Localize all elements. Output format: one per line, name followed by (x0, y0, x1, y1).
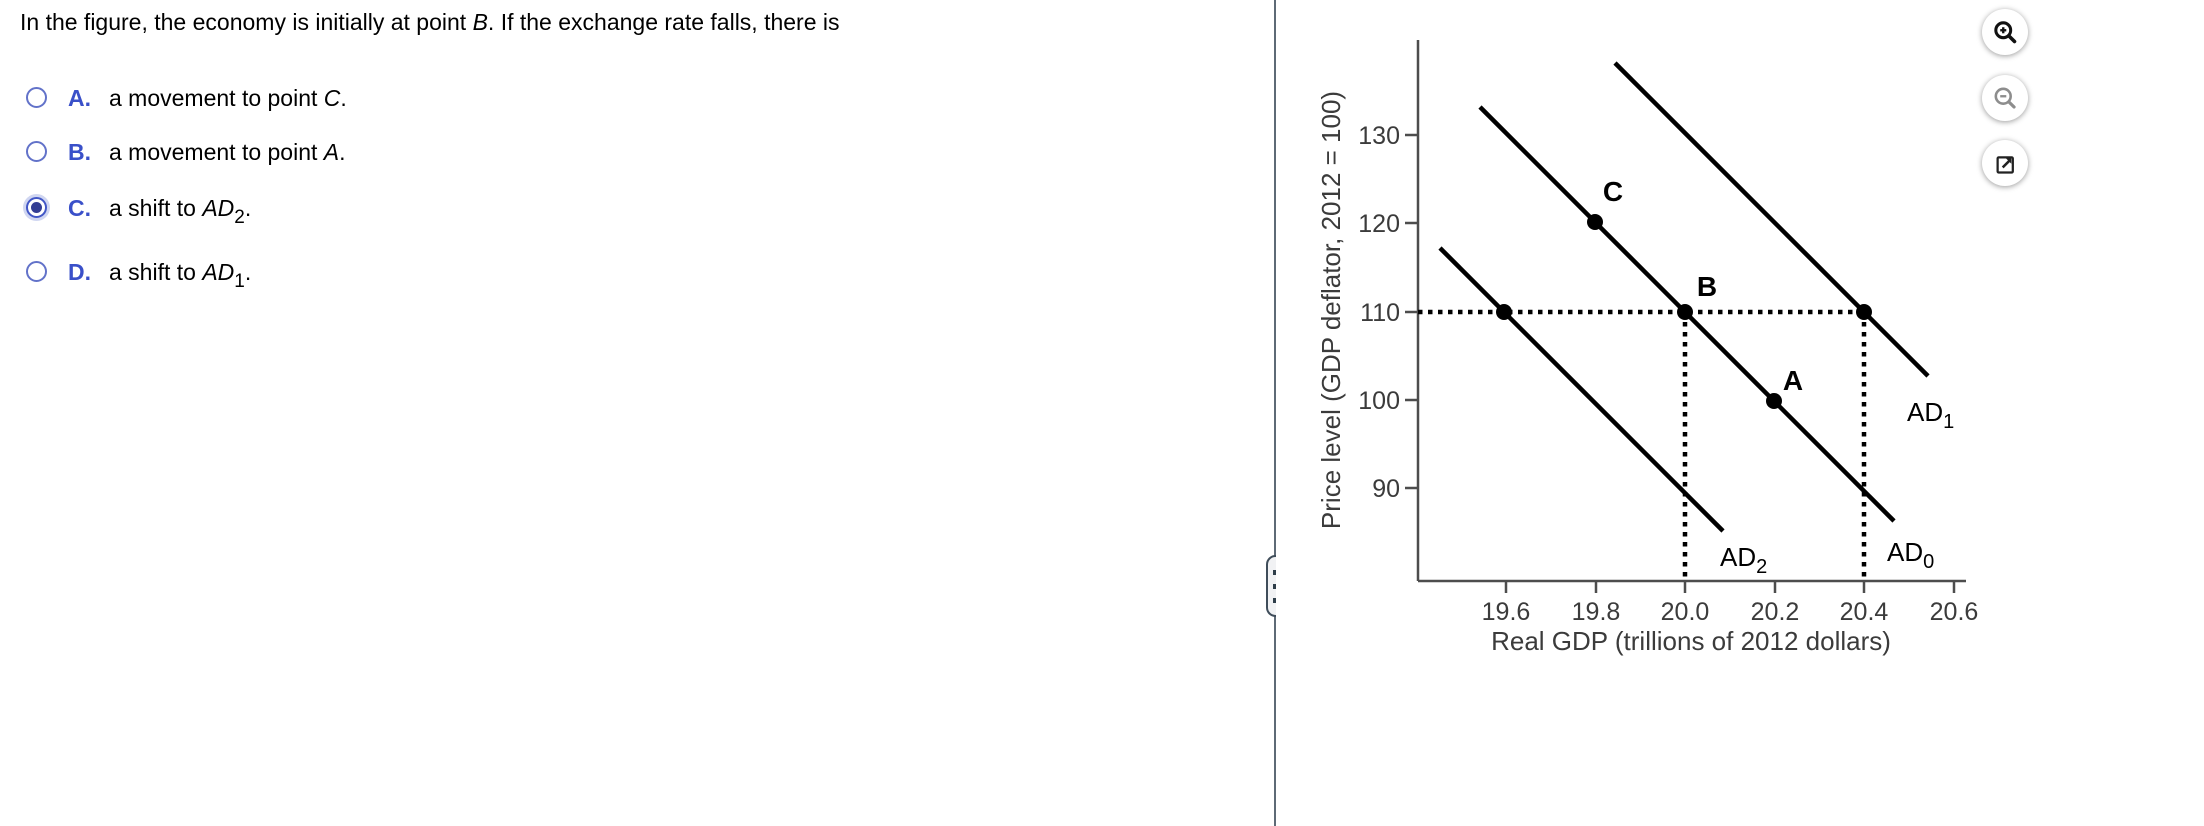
option-d-subscript: 1 (234, 271, 245, 292)
x-axis-ticks (1504, 581, 1956, 593)
option-a-prefix: a movement to point (109, 85, 324, 111)
option-c-subscript: 2 (234, 207, 245, 228)
radio-option-b[interactable] (26, 141, 47, 162)
y-tick-100: 100 (1358, 387, 1400, 415)
x-tick-19-8: 19.8 (1572, 598, 1621, 626)
radio-option-d[interactable] (26, 261, 47, 282)
ad1-curve (1613, 61, 1930, 378)
option-c-suffix: . (244, 195, 252, 221)
option-d-prefix: a shift to (109, 259, 203, 285)
ad2-label-main: AD (1720, 542, 1756, 572)
point-on-ad1-dot (1856, 304, 1872, 320)
point-c-label: C (1603, 176, 1623, 207)
option-text-a: a movement to point C. (109, 84, 347, 112)
option-row-a[interactable]: A. a movement to point C. (0, 84, 1240, 116)
y-tick-90: 90 (1372, 475, 1400, 503)
y-axis-ticks (1405, 133, 1418, 490)
x-tick-20-0: 20.0 (1661, 598, 1710, 626)
option-letter-c: C. (68, 195, 91, 221)
option-d-suffix: . (244, 259, 252, 285)
pane-divider[interactable] (1274, 0, 1276, 826)
marked-points (1496, 214, 1872, 409)
x-tick-20-6: 20.6 (1930, 598, 1979, 626)
zoom-out-icon (1994, 87, 2016, 109)
ad-curves-chart: 130 120 110 100 90 19.6 19.8 20.0 20.2 2… (1316, 40, 1979, 656)
option-letter-b: B. (68, 139, 91, 165)
option-letter-a: A. (68, 85, 91, 111)
option-row-b[interactable]: B. a movement to point A. (0, 138, 1240, 170)
option-row-d[interactable]: D. a shift to AD1. (0, 258, 1240, 291)
option-b-prefix: a movement to point (109, 139, 324, 165)
y-tick-110: 110 (1360, 299, 1400, 327)
ad0-curve-label: AD0 (1887, 537, 1934, 573)
option-a-variable: C (323, 85, 341, 111)
ad1-label-main: AD (1907, 397, 1943, 427)
open-in-new-button[interactable] (1982, 140, 2028, 186)
stem-text-before: In the figure, the economy is initially … (20, 9, 473, 35)
ad2-curve-label: AD2 (1720, 542, 1767, 578)
option-d-variable: AD (202, 259, 235, 285)
x-tick-20-4: 20.4 (1840, 598, 1889, 626)
option-text-c: a shift to AD2. (109, 194, 252, 227)
point-b-dot (1677, 304, 1693, 320)
x-axis-title: Real GDP (trillions of 2012 dollars) (1491, 626, 1891, 656)
y-axis-title: Price level (GDP deflator, 2012 = 100) (1316, 91, 1346, 529)
option-b-suffix: . (339, 139, 346, 165)
x-axis-tick-labels: 19.6 19.8 20.0 20.2 20.4 20.6 (1482, 598, 1979, 626)
grip-dots-icon (1273, 583, 1278, 589)
zoom-out-button[interactable] (1982, 75, 2028, 121)
option-text-b: a movement to point A. (109, 138, 346, 166)
question-pane: In the figure, the economy is initially … (0, 7, 1250, 291)
zoom-in-icon (1993, 20, 2016, 43)
option-text-d: a shift to AD1. (109, 258, 252, 291)
ad1-label-subscript: 1 (1943, 411, 1954, 433)
ad0-label-main: AD (1887, 537, 1923, 567)
ad2-label-subscript: 2 (1756, 556, 1767, 578)
x-tick-19-6: 19.6 (1482, 598, 1531, 626)
x-tick-20-2: 20.2 (1751, 598, 1800, 626)
option-c-prefix: a shift to (109, 195, 203, 221)
y-axis-tick-labels: 130 120 110 100 90 (1358, 122, 1400, 503)
y-tick-120: 120 (1358, 210, 1400, 238)
stem-variable: B (472, 9, 488, 35)
stem-text-after: . If the exchange rate falls, there is (487, 9, 840, 35)
open-in-new-icon (1996, 155, 2014, 174)
point-b-label: B (1697, 271, 1717, 302)
zoom-in-button[interactable] (1982, 9, 2028, 55)
option-row-c[interactable]: C. a shift to AD2. (0, 194, 1240, 227)
point-a-dot (1766, 393, 1782, 409)
point-on-ad2-dot (1496, 304, 1512, 320)
point-c-dot (1587, 214, 1603, 230)
radio-option-a[interactable] (26, 87, 47, 108)
option-letter-d: D. (68, 259, 91, 285)
option-a-suffix: . (340, 85, 347, 111)
ad1-curve-label: AD1 (1907, 397, 1954, 433)
point-a-label: A (1783, 365, 1803, 396)
figure-pane: 130 120 110 100 90 19.6 19.8 20.0 20.2 2… (1276, 0, 2204, 826)
option-b-variable: A (323, 139, 340, 165)
dotted-guide-lines (1418, 309, 1867, 581)
radio-option-c-selected[interactable] (26, 197, 47, 218)
ad2-curve (1438, 246, 1725, 533)
ad0-label-subscript: 0 (1923, 551, 1934, 573)
option-c-variable: AD (202, 195, 235, 221)
question-stem: In the figure, the economy is initially … (20, 7, 1250, 37)
y-tick-130: 130 (1358, 122, 1400, 150)
